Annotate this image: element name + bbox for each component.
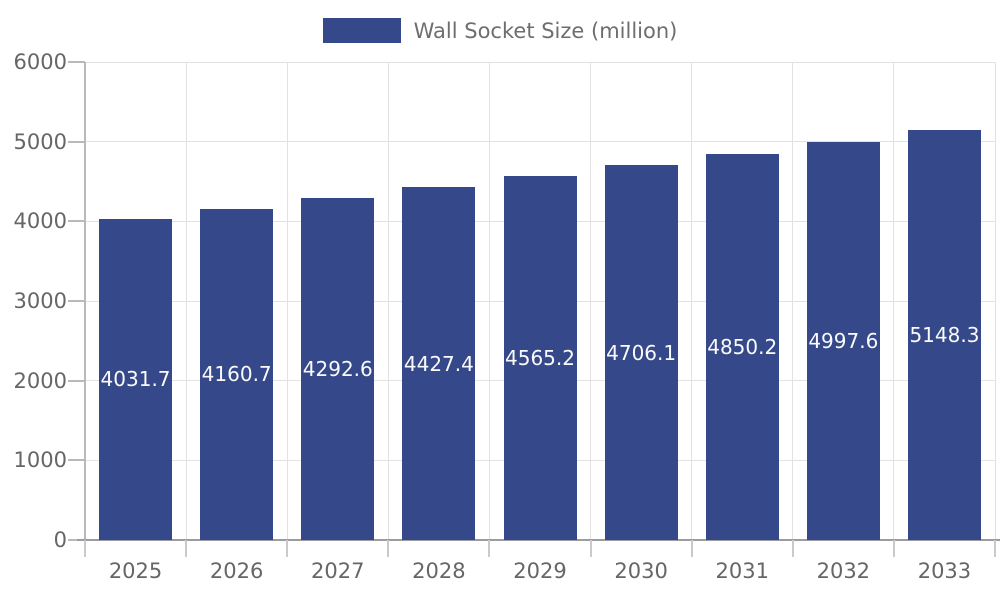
x-tick-label: 2032: [816, 559, 871, 583]
bar-value-label: 4292.6: [302, 357, 373, 381]
y-tick-label: 5000: [13, 129, 67, 154]
x-axis-tick: [286, 540, 289, 557]
bar: 4292.6: [301, 198, 375, 540]
x-tick-label: 2025: [108, 559, 163, 583]
bar: 4427.4: [402, 187, 476, 540]
grid-line-v: [994, 62, 996, 540]
bar: 4850.2: [705, 153, 779, 540]
x-tick-label: 2026: [209, 559, 264, 583]
bar: 4706.1: [604, 165, 678, 540]
legend: Wall Socket Size (million): [0, 18, 1000, 43]
x-axis-tick: [994, 540, 996, 557]
grid-line-v: [488, 62, 490, 540]
y-axis-line: [84, 62, 86, 540]
bar-value-label: 4706.1: [606, 340, 677, 365]
bar-value-label: 4031.7: [100, 367, 171, 392]
grid-line-v: [286, 62, 288, 540]
grid-line-v: [792, 62, 794, 540]
x-tick-label: 2028: [412, 559, 466, 583]
y-axis-tick: [68, 140, 85, 143]
x-tick-label: 2027: [311, 559, 365, 583]
y-tick-label: 1000: [13, 448, 67, 473]
y-axis-tick: [68, 459, 85, 462]
x-axis-tick: [488, 540, 491, 557]
x-axis-tick: [387, 540, 390, 557]
y-tick-label: 2000: [13, 368, 67, 393]
y-tick-label: 0: [53, 528, 67, 552]
x-tick-label: 2029: [513, 559, 567, 583]
y-axis-tick: [68, 220, 85, 223]
bar: 4031.7: [99, 218, 173, 540]
x-axis-tick: [791, 540, 794, 557]
y-axis-tick: [68, 539, 85, 541]
bar-value-label: 4850.2: [707, 334, 778, 359]
y-axis-tick: [68, 300, 85, 302]
x-tick-label: 2031: [715, 559, 769, 583]
bar: 4565.2: [503, 176, 577, 540]
x-tick-label: 2030: [614, 559, 668, 583]
grid-line-h: [85, 61, 995, 63]
grid-line-h: [85, 141, 995, 143]
grid-line-v: [387, 62, 389, 540]
bar-value-label: 5148.3: [909, 322, 980, 347]
x-axis-tick: [185, 540, 188, 557]
y-tick-label: 3000: [13, 289, 67, 313]
y-axis-tick: [68, 379, 85, 382]
grid-line-v: [590, 62, 592, 540]
bar: 5148.3: [907, 129, 981, 540]
bar-value-label: 4565.2: [505, 346, 575, 371]
grid-line-v: [691, 62, 693, 540]
grid-line-v: [185, 62, 187, 540]
x-axis-line: [77, 539, 1000, 541]
legend-swatch: [322, 18, 401, 43]
x-axis-tick: [84, 540, 86, 557]
y-tick-label: 6000: [13, 50, 67, 74]
bar-value-label: 4997.6: [808, 328, 879, 353]
grid-line-v: [893, 62, 895, 540]
bar-value-label: 4427.4: [403, 351, 474, 376]
x-axis-tick: [589, 540, 592, 557]
bar: 4997.6: [806, 141, 880, 540]
bar-value-label: 4160.7: [201, 362, 272, 387]
legend-label: Wall Socket Size (million): [413, 18, 678, 43]
x-axis-tick: [892, 540, 895, 557]
bar: 4160.7: [200, 208, 274, 540]
y-axis-tick: [68, 61, 85, 63]
x-tick-label: 2033: [917, 559, 972, 583]
y-tick-label: 4000: [13, 209, 67, 234]
x-axis-tick: [690, 540, 693, 557]
